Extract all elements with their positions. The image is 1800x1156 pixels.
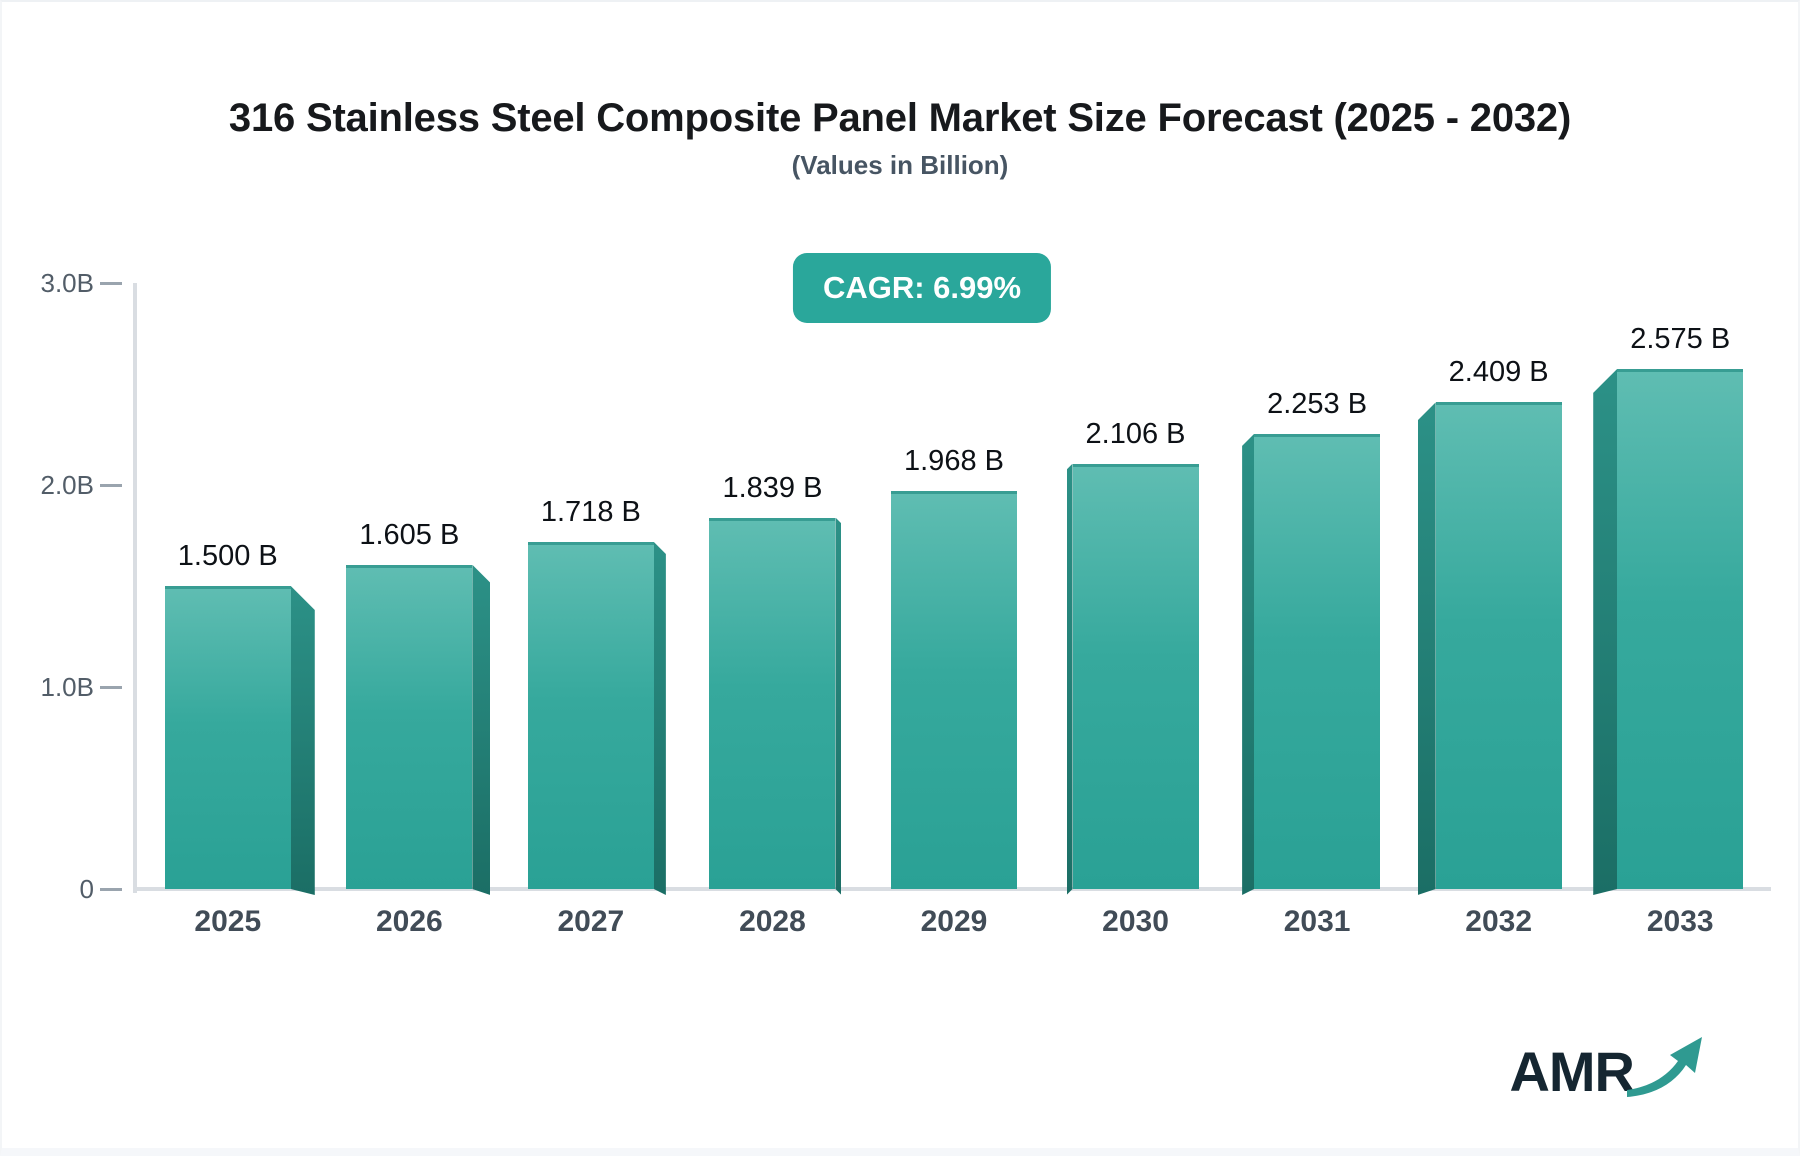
bar-side-3d bbox=[654, 542, 666, 895]
y-tick-mark bbox=[100, 484, 122, 487]
y-tick-label: 3.0B bbox=[40, 268, 95, 298]
y-tick-label: 2.0B bbox=[40, 470, 95, 500]
bar-value-label: 2.253 B bbox=[1267, 387, 1368, 420]
bar-2026[interactable] bbox=[346, 564, 473, 889]
bar-2033[interactable] bbox=[1617, 368, 1744, 889]
bar-value-label: 2.409 B bbox=[1448, 356, 1549, 389]
bar-2030[interactable] bbox=[1072, 463, 1199, 889]
y-tick-mark bbox=[100, 888, 122, 891]
x-axis-label-2031: 2031 bbox=[1283, 905, 1351, 938]
cagr-badge: CAGR: 6.99% bbox=[792, 253, 1052, 323]
amr-logo-arrow-icon bbox=[1627, 1037, 1702, 1097]
x-axis-label-2033: 2033 bbox=[1646, 905, 1714, 938]
y-tick-label: 1.0B bbox=[40, 672, 95, 702]
bar-side-3d bbox=[472, 565, 490, 895]
bar-value-label: 2.106 B bbox=[1085, 417, 1186, 450]
bar-value-label: 1.605 B bbox=[359, 518, 460, 551]
x-axis-line bbox=[133, 887, 1771, 891]
bar-value-label: 1.839 B bbox=[722, 471, 823, 504]
y-tick-mark bbox=[100, 686, 122, 689]
y-tick-mark bbox=[100, 282, 122, 285]
x-axis-label-2026: 2026 bbox=[375, 905, 443, 938]
bar-2025[interactable] bbox=[164, 586, 291, 889]
bar-2028[interactable] bbox=[709, 517, 836, 889]
x-axis-label-2032: 2032 bbox=[1465, 905, 1533, 938]
bar-2032[interactable] bbox=[1435, 402, 1562, 889]
bar-value-label: 1.718 B bbox=[540, 495, 641, 528]
x-axis-label-2028: 2028 bbox=[739, 905, 806, 938]
bar-value-label: 1.500 B bbox=[177, 540, 278, 572]
x-axis-label-2030: 2030 bbox=[1102, 905, 1169, 938]
bar-side-3d bbox=[291, 586, 315, 895]
y-axis-line bbox=[133, 283, 137, 893]
y-tick-label: 0 bbox=[79, 874, 94, 904]
chart-subtitle: (Values in Billion) bbox=[791, 150, 1009, 180]
amr-logo-text: AMR bbox=[1509, 1040, 1635, 1103]
chart-title: 316 Stainless Steel Composite Panel Mark… bbox=[228, 96, 1572, 140]
bar-2029[interactable] bbox=[891, 491, 1017, 889]
x-axis-label-2029: 2029 bbox=[920, 905, 988, 938]
bar-2031[interactable] bbox=[1254, 433, 1381, 889]
x-axis-label-2027: 2027 bbox=[557, 905, 625, 938]
x-axis-label-2025: 2025 bbox=[194, 905, 262, 938]
bar-value-label: 2.575 B bbox=[1630, 322, 1731, 355]
bar-2027[interactable] bbox=[527, 541, 654, 889]
amr-logo: AMR bbox=[1509, 1034, 1704, 1102]
bar-side-3d bbox=[1593, 369, 1617, 895]
bar-side-3d bbox=[1418, 402, 1436, 895]
bar-side-3d bbox=[835, 518, 841, 895]
bar-side-3d bbox=[1242, 434, 1254, 895]
bar-side-3d bbox=[1067, 464, 1073, 895]
bar-value-label: 1.968 B bbox=[904, 445, 1004, 478]
